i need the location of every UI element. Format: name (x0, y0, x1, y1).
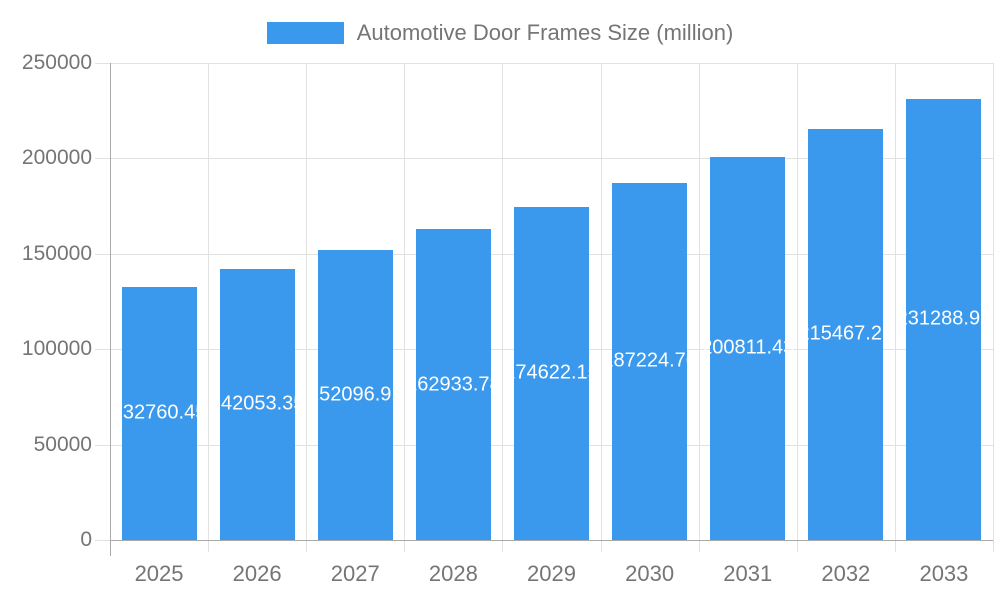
bar-value-label: 174622.15 (504, 361, 599, 384)
bar[interactable] (415, 229, 491, 540)
y-axis-line (110, 63, 111, 556)
bar-value-label: 231288.98 (896, 307, 992, 330)
vertical-gridline (993, 63, 994, 552)
legend-label: Automotive Door Frames Size (million) (356, 20, 734, 45)
bar[interactable] (808, 128, 884, 540)
legend-swatch (266, 22, 344, 44)
bar-value-label: 187224.76 (602, 349, 697, 372)
vertical-gridline (894, 63, 896, 552)
vertical-gridline (208, 63, 210, 552)
y-tick-mark (95, 253, 110, 255)
bar-value-label: 162933.78 (406, 373, 501, 396)
x-axis-tick-label: 2032 (821, 561, 871, 586)
x-axis-tick-label: 2030 (625, 561, 675, 586)
x-axis-tick-label: 2033 (919, 561, 969, 586)
bar[interactable] (219, 268, 295, 540)
x-axis-tick-label: 2026 (232, 561, 282, 586)
bar[interactable] (317, 249, 393, 540)
horizontal-gridline (110, 158, 993, 160)
y-axis-tick-label: 200000 (21, 146, 92, 170)
y-tick-mark (95, 63, 110, 64)
x-axis-tick-label: 2029 (527, 561, 576, 586)
x-axis-tick-label: 2027 (330, 561, 380, 586)
vertical-gridline (796, 63, 798, 552)
y-axis-tick-label: 250000 (21, 51, 92, 74)
vertical-gridline (502, 63, 504, 552)
y-axis-tick-label: 0 (80, 528, 92, 551)
bar-value-label: 132760.45 (111, 401, 207, 424)
y-tick-mark (95, 349, 110, 351)
y-tick-mark (95, 444, 110, 446)
y-axis-tick-label: 50000 (33, 432, 92, 456)
x-axis-tick-label: 2025 (134, 561, 184, 586)
vertical-gridline (698, 63, 700, 552)
vertical-gridline (306, 63, 308, 552)
x-axis-tick-label: 2031 (723, 561, 773, 586)
bar[interactable] (121, 286, 197, 540)
bar[interactable] (710, 156, 786, 540)
x-axis-line (110, 540, 993, 541)
bar[interactable] (514, 206, 589, 540)
y-axis-tick-label: 100000 (21, 337, 92, 361)
horizontal-gridline (110, 63, 993, 64)
bar-value-label: 200811.43 (701, 336, 795, 359)
y-tick-mark (95, 540, 110, 541)
vertical-gridline (600, 63, 602, 552)
bar-value-label: 215467.26 (798, 322, 894, 345)
bar-value-label: 152096.91 (307, 383, 403, 406)
x-axis-tick-label: 2028 (428, 561, 478, 586)
y-tick-mark (95, 158, 110, 160)
bar[interactable] (612, 182, 688, 540)
bar-value-label: 142053.35 (209, 392, 305, 415)
y-axis-tick-label: 150000 (21, 241, 92, 265)
vertical-gridline (404, 63, 406, 552)
legend[interactable]: Automotive Door Frames Size (million) (0, 21, 1000, 45)
bar[interactable] (906, 98, 982, 540)
